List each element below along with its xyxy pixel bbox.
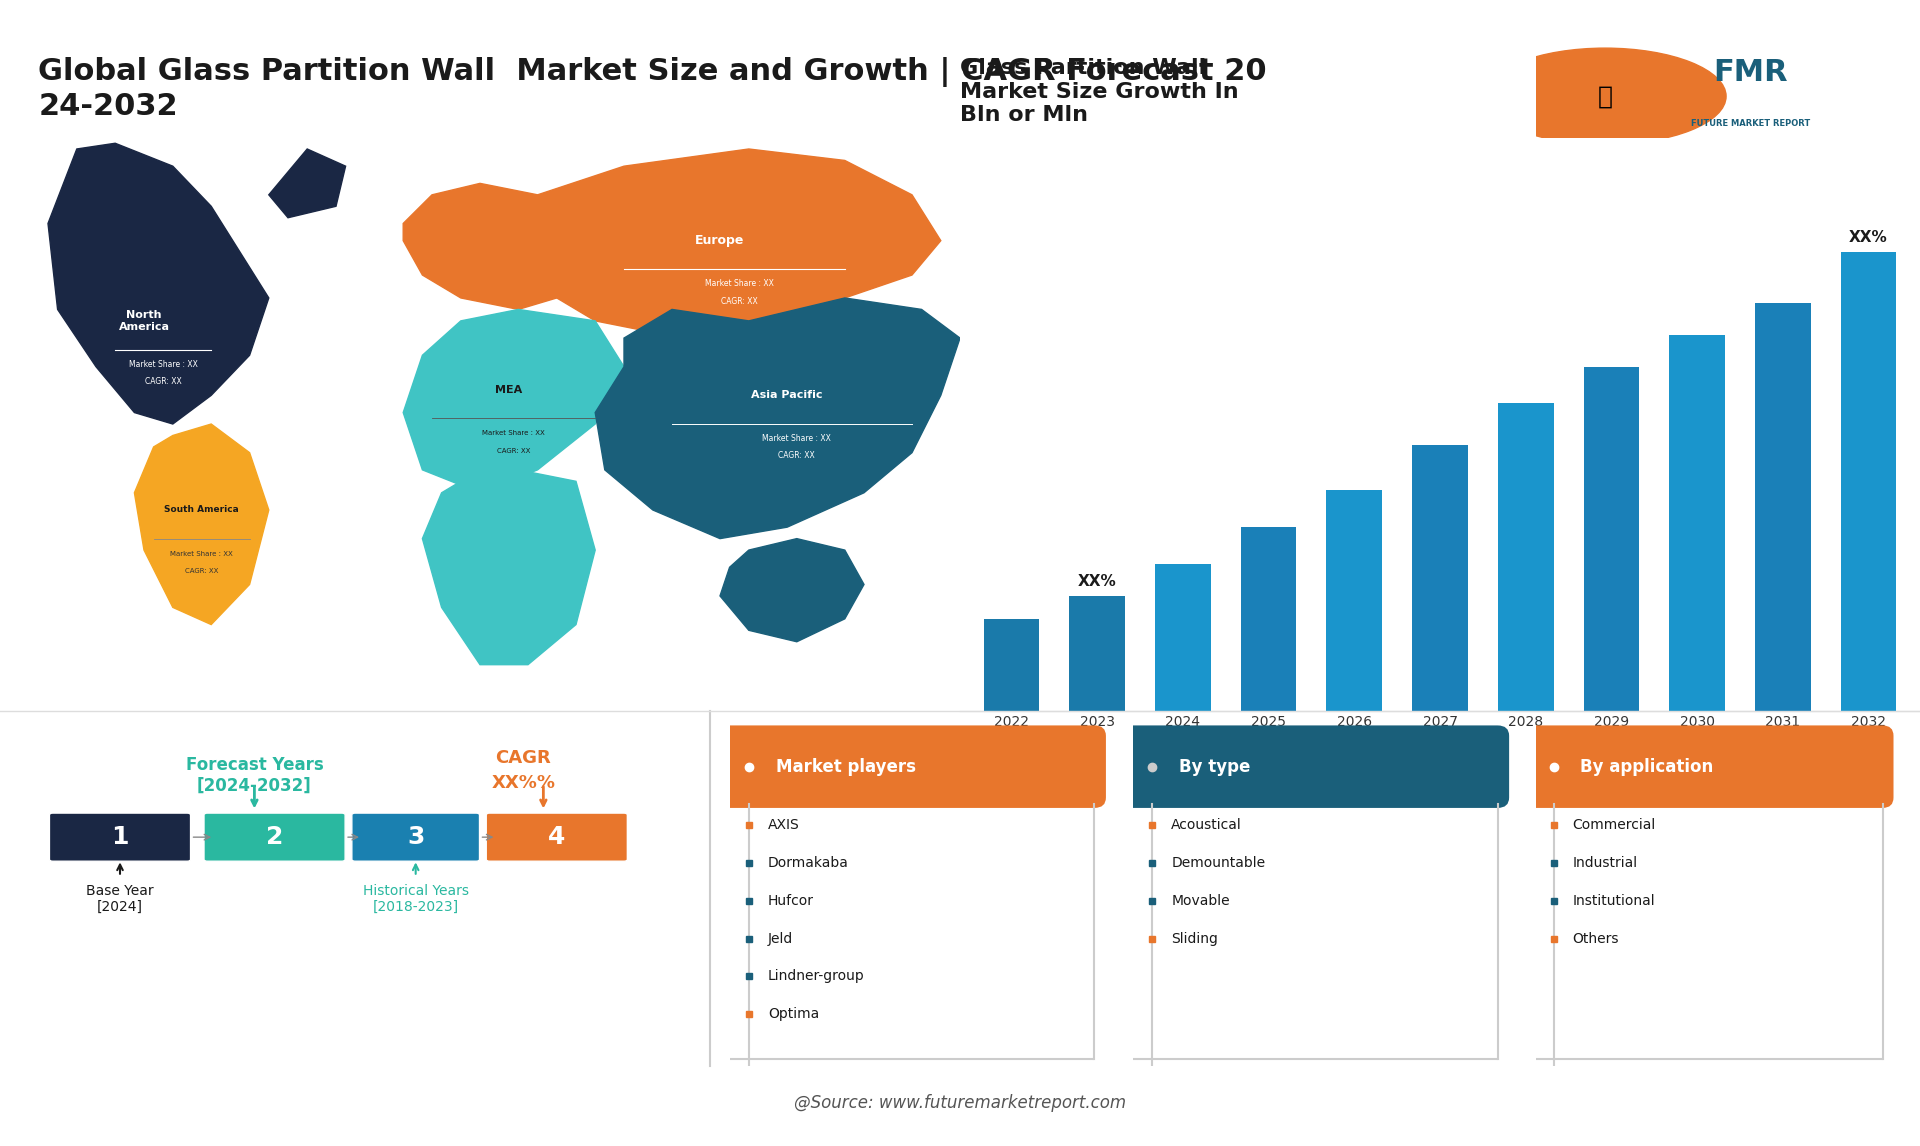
Polygon shape [720,539,864,642]
FancyBboxPatch shape [50,814,190,862]
Text: MEA: MEA [495,385,522,394]
Text: Hufcor: Hufcor [768,894,814,908]
Text: Forecast Years
[2024-2032]: Forecast Years [2024-2032] [186,756,323,795]
FancyBboxPatch shape [1524,725,1893,808]
Text: XX%%: XX%% [492,774,555,792]
Bar [1668,335,1724,711]
Text: Market Share : XX: Market Share : XX [705,280,774,289]
Text: CAGR: XX: CAGR: XX [497,448,530,454]
Polygon shape [134,424,269,625]
Text: Optima: Optima [768,1007,820,1021]
Text: 4: 4 [547,825,566,849]
Bar [1498,403,1553,711]
Text: Institutional: Institutional [1572,894,1655,908]
Polygon shape [403,309,624,493]
Text: South America: South America [165,505,238,515]
Polygon shape [269,149,346,218]
Polygon shape [403,183,595,309]
Text: Historical Years
[2018-2023]: Historical Years [2018-2023] [363,884,468,913]
Bar [1069,596,1125,711]
Bar [1841,252,1897,711]
Text: Movable: Movable [1171,894,1231,908]
Text: 1: 1 [111,825,129,849]
FancyBboxPatch shape [204,814,346,862]
Text: FMR: FMR [1713,58,1788,87]
Text: @Source: www.futuremarketreport.com: @Source: www.futuremarketreport.com [795,1093,1125,1112]
Text: By application: By application [1580,758,1713,776]
Text: CAGR: XX: CAGR: XX [144,377,182,386]
Text: FUTURE MARKET REPORT: FUTURE MARKET REPORT [1692,119,1811,128]
Text: Glass Partition Wall
Market Size Growth In
Bln or Mln: Glass Partition Wall Market Size Growth … [960,58,1238,125]
Text: Market Share : XX: Market Share : XX [762,434,831,444]
Polygon shape [48,143,269,424]
Text: Base Year
[2024]: Base Year [2024] [86,884,154,913]
Text: Market Share : XX: Market Share : XX [171,551,232,557]
FancyBboxPatch shape [486,814,628,862]
Text: 3: 3 [407,825,424,849]
Bar [1240,527,1296,711]
Bar [983,619,1039,711]
Text: Market players: Market players [776,758,916,776]
Text: North
America: North America [119,311,169,331]
Text: Commercial: Commercial [1572,818,1655,832]
Text: XX%: XX% [1077,574,1117,589]
Text: 🔭: 🔭 [1597,85,1613,108]
Text: By type: By type [1179,758,1250,776]
Text: CAGR: XX: CAGR: XX [720,297,758,306]
Bar [1584,367,1640,711]
Text: Asia Pacific: Asia Pacific [751,391,824,400]
Polygon shape [538,149,941,332]
Text: CAGR: CAGR [495,749,551,768]
Text: XX%: XX% [1849,230,1887,245]
Polygon shape [422,470,595,665]
Text: CAGR: XX: CAGR: XX [778,452,816,461]
Text: Jeld: Jeld [768,932,793,945]
Text: 2: 2 [265,825,284,849]
Text: Dormakaba: Dormakaba [768,856,849,870]
Bar [1411,445,1469,711]
FancyBboxPatch shape [718,725,1106,808]
Text: Market Share : XX: Market Share : XX [129,360,198,369]
Bar [1755,303,1811,711]
Polygon shape [595,298,960,539]
Text: Others: Others [1572,932,1619,945]
FancyBboxPatch shape [1121,725,1509,808]
Text: Global Glass Partition Wall  Market Size and Growth | CAGR Forecast 20
24-2032: Global Glass Partition Wall Market Size … [38,57,1267,120]
Bar [1327,490,1382,711]
Text: Market Share : XX: Market Share : XX [482,431,545,437]
Text: Demountable: Demountable [1171,856,1265,870]
Text: AXIS: AXIS [768,818,801,832]
Text: Acoustical: Acoustical [1171,818,1242,832]
Text: Sliding: Sliding [1171,932,1217,945]
Bar [1156,564,1212,711]
Text: Industrial: Industrial [1572,856,1638,870]
FancyBboxPatch shape [351,814,480,862]
Text: Europe: Europe [695,234,745,248]
Circle shape [1484,48,1726,144]
Text: CAGR: XX: CAGR: XX [184,568,219,574]
Text: Lindner-group: Lindner-group [768,970,864,983]
